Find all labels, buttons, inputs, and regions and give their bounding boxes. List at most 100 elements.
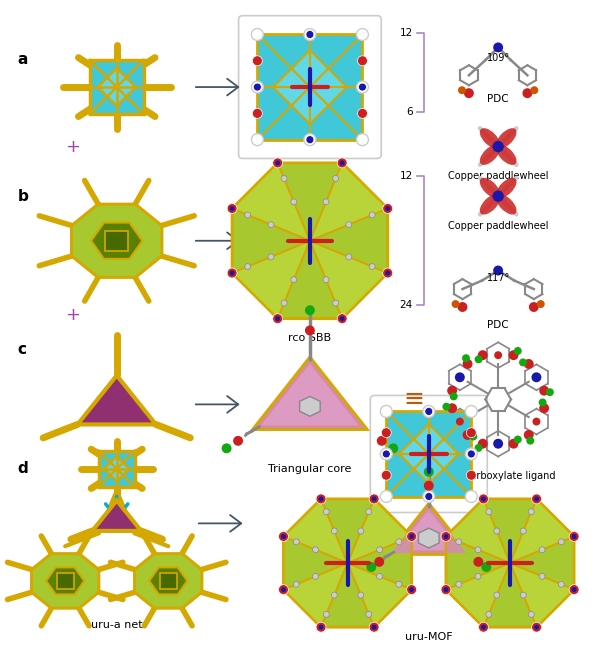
Circle shape <box>281 534 286 539</box>
Text: ≡: ≡ <box>403 387 424 412</box>
Circle shape <box>346 221 352 227</box>
Circle shape <box>442 402 451 410</box>
Circle shape <box>253 83 262 91</box>
Circle shape <box>221 444 232 453</box>
Circle shape <box>532 373 541 383</box>
Circle shape <box>530 86 538 94</box>
Polygon shape <box>273 50 347 124</box>
Circle shape <box>275 316 280 321</box>
Circle shape <box>245 212 251 218</box>
Circle shape <box>366 509 372 514</box>
Circle shape <box>447 386 457 396</box>
Text: 24: 24 <box>400 300 413 310</box>
Polygon shape <box>391 505 466 553</box>
Circle shape <box>462 354 470 362</box>
Circle shape <box>380 406 392 418</box>
Circle shape <box>409 587 414 592</box>
Polygon shape <box>91 223 142 259</box>
Circle shape <box>323 611 329 617</box>
Text: 12: 12 <box>400 28 413 38</box>
Circle shape <box>466 491 477 503</box>
Circle shape <box>331 528 337 534</box>
Circle shape <box>409 534 414 539</box>
Circle shape <box>534 497 539 501</box>
Circle shape <box>337 314 347 324</box>
Circle shape <box>268 254 274 260</box>
Circle shape <box>572 587 577 592</box>
Polygon shape <box>310 163 388 241</box>
Circle shape <box>493 141 504 152</box>
Polygon shape <box>71 204 162 277</box>
Circle shape <box>425 493 433 501</box>
Circle shape <box>534 625 539 630</box>
Text: 12: 12 <box>400 171 413 181</box>
Circle shape <box>475 547 481 553</box>
Circle shape <box>278 585 289 595</box>
Text: uru-MOF: uru-MOF <box>405 633 452 642</box>
Circle shape <box>524 359 533 369</box>
Circle shape <box>358 592 364 598</box>
Circle shape <box>316 494 326 504</box>
Circle shape <box>293 539 299 545</box>
Polygon shape <box>446 499 510 563</box>
Circle shape <box>469 432 477 440</box>
Circle shape <box>493 439 503 449</box>
Text: Copper paddlewheel: Copper paddlewheel <box>448 221 548 231</box>
Circle shape <box>369 622 379 632</box>
Circle shape <box>251 81 263 93</box>
Polygon shape <box>134 554 202 608</box>
Circle shape <box>333 300 338 306</box>
Circle shape <box>493 42 503 52</box>
Text: cuo SBB: cuo SBB <box>287 163 333 174</box>
Circle shape <box>473 557 483 567</box>
Circle shape <box>479 494 488 504</box>
Circle shape <box>382 450 390 458</box>
Circle shape <box>316 622 326 632</box>
Circle shape <box>377 547 383 553</box>
Circle shape <box>532 622 542 632</box>
Circle shape <box>382 428 391 438</box>
Polygon shape <box>98 451 135 487</box>
Text: b: b <box>17 189 29 204</box>
Circle shape <box>323 199 329 205</box>
Polygon shape <box>510 563 574 627</box>
Circle shape <box>539 573 545 579</box>
Circle shape <box>514 347 522 355</box>
Circle shape <box>306 136 314 144</box>
Text: PDC: PDC <box>487 320 509 330</box>
Circle shape <box>455 373 465 383</box>
Circle shape <box>443 534 448 539</box>
Circle shape <box>452 300 460 308</box>
Circle shape <box>291 199 297 205</box>
Circle shape <box>304 134 316 146</box>
Circle shape <box>546 389 554 396</box>
Circle shape <box>356 134 368 146</box>
Text: Hexacarboxylate ligand: Hexacarboxylate ligand <box>440 471 556 481</box>
Circle shape <box>443 587 448 592</box>
Polygon shape <box>105 231 128 251</box>
Circle shape <box>371 625 377 630</box>
Circle shape <box>380 448 392 460</box>
Circle shape <box>486 611 492 617</box>
Circle shape <box>466 448 477 460</box>
Circle shape <box>514 436 522 444</box>
Circle shape <box>424 481 434 491</box>
Circle shape <box>369 494 379 504</box>
Ellipse shape <box>496 128 517 149</box>
Circle shape <box>377 436 386 446</box>
Circle shape <box>377 573 383 579</box>
Text: Triangular core: Triangular core <box>268 464 352 474</box>
Circle shape <box>374 557 384 567</box>
Text: 6: 6 <box>406 107 413 117</box>
Ellipse shape <box>480 178 500 198</box>
Circle shape <box>493 266 503 275</box>
Circle shape <box>306 30 314 38</box>
Ellipse shape <box>496 194 517 215</box>
Ellipse shape <box>480 128 500 149</box>
Circle shape <box>423 491 435 503</box>
Text: c: c <box>17 342 26 357</box>
Circle shape <box>509 439 518 449</box>
Circle shape <box>230 206 235 211</box>
Circle shape <box>519 359 527 367</box>
Circle shape <box>463 359 473 369</box>
